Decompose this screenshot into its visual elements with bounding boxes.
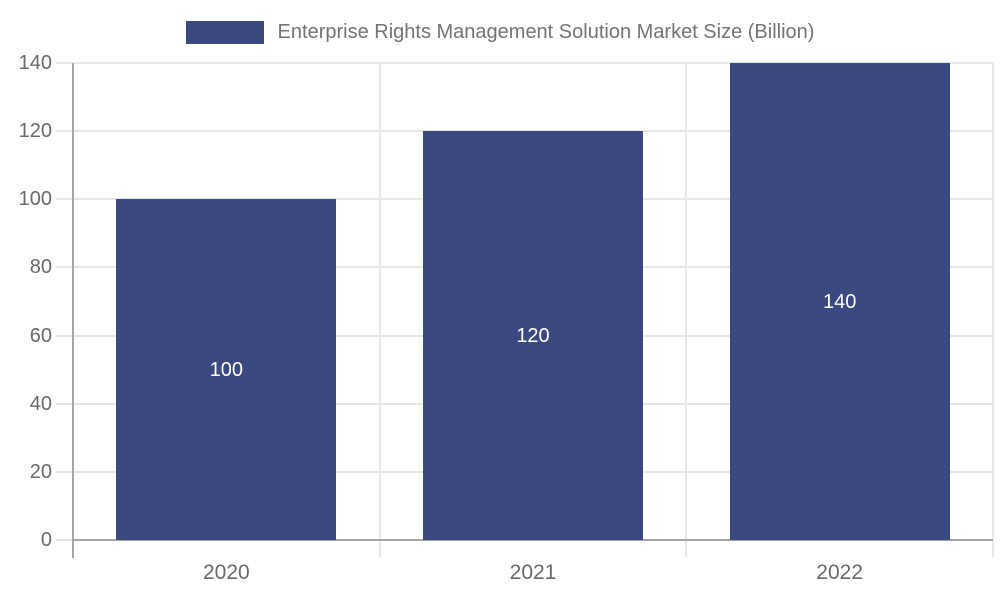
legend-swatch [185,20,264,44]
legend[interactable]: Enterprise Rights Management Solution Ma… [0,19,1000,45]
y-axis-label-80: 80 [29,256,52,279]
bar-value-label-2020: 100 [209,358,244,381]
gridline-x-1 [378,63,381,540]
y-axis-label-60: 60 [29,324,52,347]
y-axis-label-120: 120 [18,120,52,143]
x-tick-2 [685,540,688,557]
gridline-x-2 [685,63,688,540]
y-tick-20 [56,470,73,473]
bar-value-label-2021: 120 [516,324,550,347]
x-axis-label-2022: 2022 [816,561,864,584]
y-tick-80 [56,266,73,269]
y-axis-label-0: 0 [40,529,52,551]
x-axis-label-2021: 2021 [509,561,557,584]
x-axis-label-2020: 2020 [202,561,250,584]
y-axis-line [72,63,74,558]
y-tick-40 [56,402,73,405]
y-axis-label-40: 40 [29,392,52,415]
y-tick-100 [56,198,73,201]
gridline-y-140 [73,62,993,64]
bar-2022[interactable] [729,63,950,540]
y-axis-label-20: 20 [29,460,52,483]
x-tick-3 [992,540,994,557]
y-axis-label-100: 100 [18,188,52,211]
bar-2021[interactable] [423,131,643,540]
x-axis-line [73,539,993,541]
legend-label: Enterprise Rights Management Solution Ma… [277,20,815,43]
gridline-x-3 [992,63,994,540]
y-tick-0 [56,539,73,541]
y-tick-120 [56,130,73,133]
y-tick-140 [56,62,73,64]
y-axis-label-140: 140 [18,52,52,74]
bar-value-label-2022: 140 [822,290,857,313]
x-tick-1 [378,540,381,557]
y-tick-60 [56,334,73,337]
bar-2020[interactable] [116,199,337,540]
